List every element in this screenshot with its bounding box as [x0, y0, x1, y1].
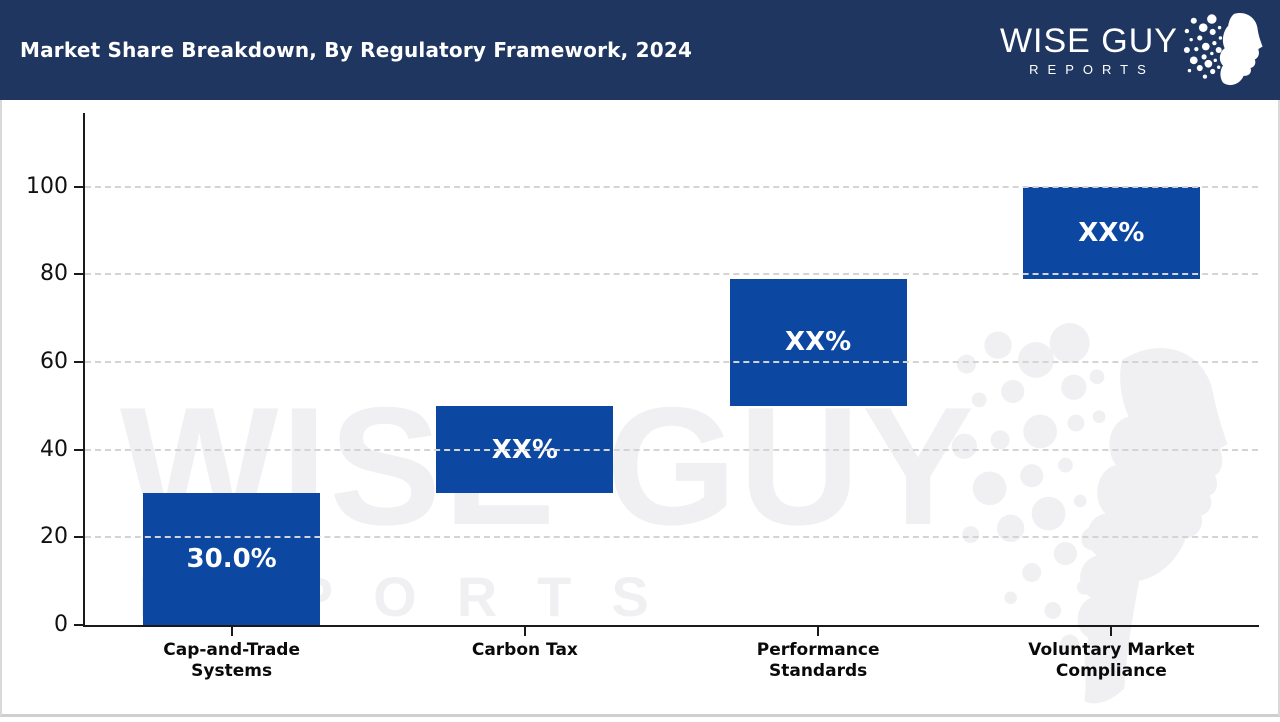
y-tick-mark: [74, 185, 83, 188]
wise-guy-logo: WISE GUY REPORTS: [1000, 8, 1266, 92]
y-tick-mark: [74, 536, 83, 539]
gridline-60: [85, 360, 1258, 363]
category-label: Cap-and-Trade Systems: [163, 640, 301, 682]
y-tick-label: 80: [40, 261, 68, 287]
y-tick-mark: [74, 360, 83, 363]
y-tick-label: 20: [40, 524, 68, 550]
logo-text: WISE GUY REPORTS: [1000, 24, 1178, 76]
bar-cap-and-trade-systems: 30.0%: [143, 493, 321, 625]
y-tick-label: 40: [40, 436, 68, 462]
bar-voluntary-market-compliance: XX%: [1022, 186, 1200, 279]
y-tick-mark: [74, 624, 83, 626]
gridline-100: [85, 185, 1258, 188]
y-tick-label: 100: [26, 173, 68, 199]
gridline-80: [85, 273, 1258, 276]
y-tick-mark: [74, 273, 83, 276]
x-tick-mark: [1110, 627, 1113, 636]
category-label: Performance Standards: [756, 640, 880, 682]
gridline-40: [85, 448, 1258, 451]
logo-subtitle: REPORTS: [1029, 62, 1155, 77]
x-tick-mark: [817, 627, 820, 636]
plot-area: 30.0% XX% XX% XX%: [85, 115, 1258, 625]
y-tick-label: 0: [54, 612, 68, 637]
dotted-head-icon: [1183, 12, 1263, 86]
bar-performance-standards: XX%: [729, 278, 907, 406]
bar-value-label: XX%: [785, 327, 852, 358]
gridline-20: [85, 536, 1258, 539]
y-axis-line: [83, 113, 85, 627]
x-axis-line: [83, 625, 1259, 627]
bar-value-label: 30.0%: [186, 544, 277, 575]
x-tick-mark: [523, 627, 526, 636]
category-label: Voluntary Market Compliance: [1028, 640, 1195, 682]
y-tick-label: 60: [40, 348, 68, 374]
page-title: Market Share Breakdown, By Regulatory Fr…: [20, 38, 693, 62]
y-tick-mark: [74, 448, 83, 451]
logo-wordmark: WISE GUY: [999, 22, 1178, 60]
x-tick-mark: [230, 627, 233, 636]
bar-value-label: XX%: [1078, 217, 1145, 248]
header-bar: Market Share Breakdown, By Regulatory Fr…: [0, 0, 1280, 100]
category-label: Carbon Tax: [471, 640, 578, 660]
